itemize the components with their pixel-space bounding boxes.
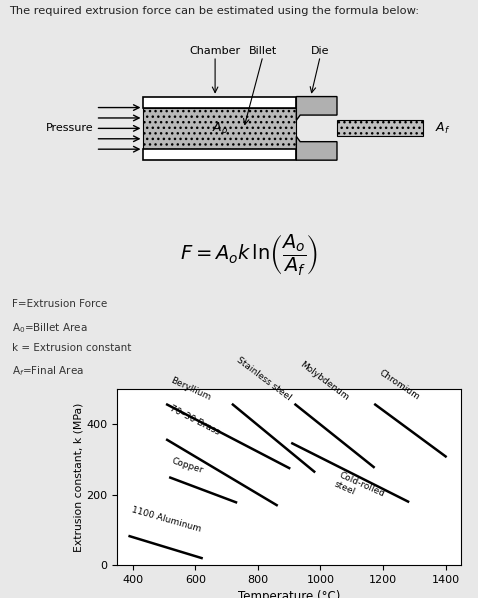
Text: A$_f$=Final Area: A$_f$=Final Area: [12, 364, 84, 378]
Bar: [337, 120, 423, 136]
Bar: [143, 108, 296, 149]
X-axis label: Temperature (°C): Temperature (°C): [238, 590, 340, 598]
Text: 70–30 Brass: 70–30 Brass: [168, 404, 221, 437]
Text: A$_0$=Billet Area: A$_0$=Billet Area: [12, 321, 87, 334]
Text: Beryllium: Beryllium: [169, 376, 212, 402]
Text: Cold-rolled
steel: Cold-rolled steel: [333, 471, 386, 508]
Polygon shape: [296, 136, 337, 160]
Text: Molybdenum: Molybdenum: [298, 359, 350, 402]
Text: Pressure: Pressure: [45, 123, 93, 133]
Text: Chamber: Chamber: [190, 46, 240, 56]
Text: F=Extrusion Force: F=Extrusion Force: [12, 299, 107, 309]
Polygon shape: [296, 96, 337, 120]
Text: Stainless steel: Stainless steel: [234, 355, 293, 402]
Text: Copper: Copper: [171, 456, 205, 475]
Text: $A_f$: $A_f$: [435, 121, 450, 136]
Text: 1100 Aluminum: 1100 Aluminum: [130, 505, 202, 533]
Text: k = Extrusion constant: k = Extrusion constant: [12, 343, 131, 353]
Text: The required extrusion force can be estimated using the formula below:: The required extrusion force can be esti…: [10, 6, 420, 16]
Text: $A_o$: $A_o$: [212, 121, 228, 136]
Text: Billet: Billet: [249, 46, 277, 56]
Text: Chromium: Chromium: [378, 368, 421, 402]
Bar: [143, 149, 296, 160]
Text: $F = A_o k\,\ln\!\left(\dfrac{A_o}{A_f}\right)$: $F = A_o k\,\ln\!\left(\dfrac{A_o}{A_f}\…: [180, 231, 317, 277]
Text: Die: Die: [311, 46, 329, 56]
Y-axis label: Extrusion constant, k (MPa): Extrusion constant, k (MPa): [74, 402, 84, 551]
Bar: [143, 96, 296, 108]
